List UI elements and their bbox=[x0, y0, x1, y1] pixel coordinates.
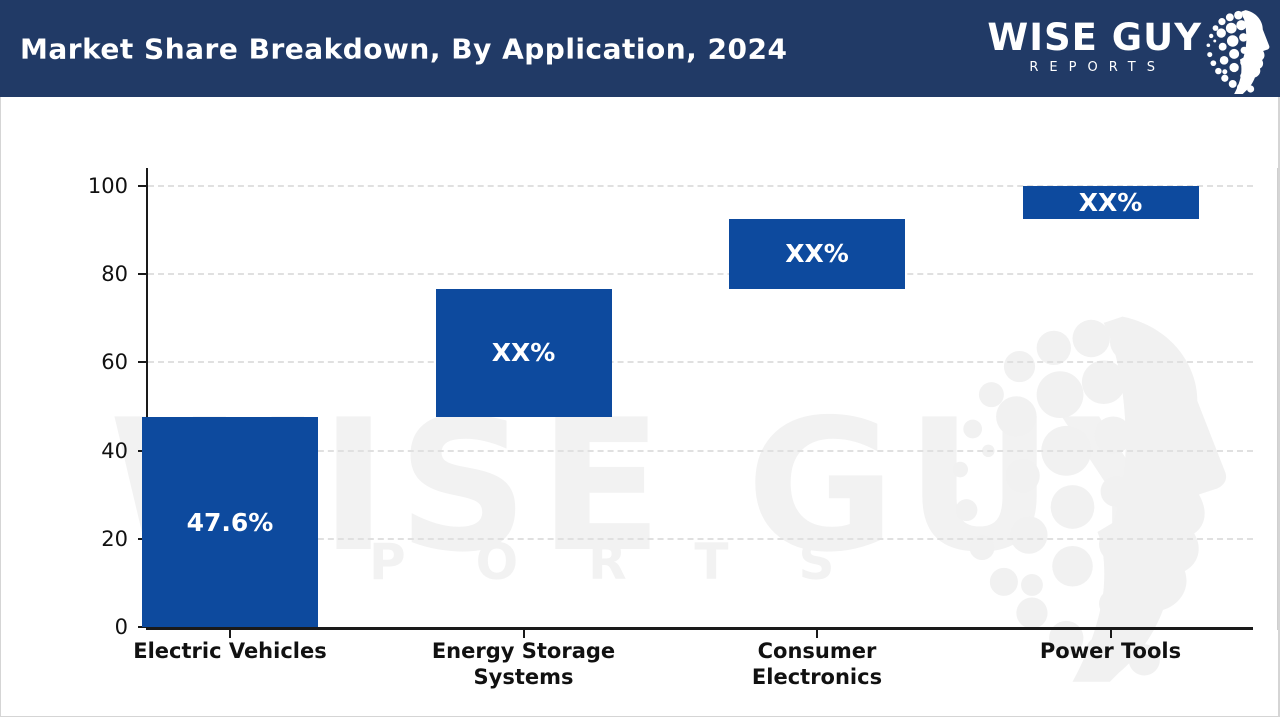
gridline-y40 bbox=[148, 449, 1253, 452]
y-axis-spine bbox=[146, 168, 148, 630]
brand-logo: WISE GUY REPORTS bbox=[987, 4, 1272, 94]
right-spine bbox=[1277, 168, 1278, 630]
y-tick-label-80: 80 bbox=[101, 262, 128, 287]
x-axis-label-1: Energy Storage Systems bbox=[431, 639, 616, 689]
gridline-y80 bbox=[148, 273, 1253, 276]
x-tick-2 bbox=[816, 630, 818, 638]
page-title: Market Share Breakdown, By Application, … bbox=[20, 32, 788, 65]
y-tick-80 bbox=[138, 273, 147, 276]
x-tick-0 bbox=[229, 630, 231, 638]
bar-value-label: 47.6% bbox=[186, 507, 274, 537]
x-tick-1 bbox=[522, 630, 525, 638]
bar-value-label: XX% bbox=[785, 239, 849, 269]
y-tick-label-40: 40 bbox=[101, 438, 128, 463]
bar-power-tools: XX% bbox=[1022, 186, 1199, 220]
header-bar: Market Share Breakdown, By Application, … bbox=[0, 0, 1280, 97]
y-tick-60 bbox=[138, 361, 147, 364]
bar-consumer-electronics: XX% bbox=[729, 219, 905, 289]
y-tick-label-20: 20 bbox=[101, 526, 128, 551]
x-axis-line bbox=[146, 627, 1253, 630]
bar-electric-vehicles: 47.6% bbox=[142, 417, 318, 627]
bar-energy-storage-systems: XX% bbox=[435, 288, 612, 418]
x-axis-label-2: Consumer Electronics bbox=[751, 639, 883, 689]
bar-value-label: XX% bbox=[491, 338, 556, 368]
y-tick-label-100: 100 bbox=[87, 174, 128, 198]
logo-wordmark: WISE GUY bbox=[987, 16, 1202, 59]
x-axis-label-0: Electric Vehicles bbox=[133, 639, 327, 663]
x-tick-3 bbox=[1109, 630, 1112, 638]
y-tick-100 bbox=[138, 185, 147, 187]
gridline-y20 bbox=[148, 537, 1253, 540]
watermark-text-2: PORTS bbox=[369, 533, 905, 591]
x-axis-label-3: Power Tools bbox=[1039, 639, 1182, 663]
bar-value-label: XX% bbox=[1078, 188, 1143, 218]
gridline-y60 bbox=[148, 361, 1253, 364]
y-tick-label-60: 60 bbox=[101, 350, 128, 375]
gridline-y100 bbox=[148, 185, 1253, 187]
y-tick-0 bbox=[138, 626, 147, 628]
logo-subtext: REPORTS bbox=[1029, 60, 1166, 75]
y-tick-label-0: 0 bbox=[114, 615, 128, 639]
